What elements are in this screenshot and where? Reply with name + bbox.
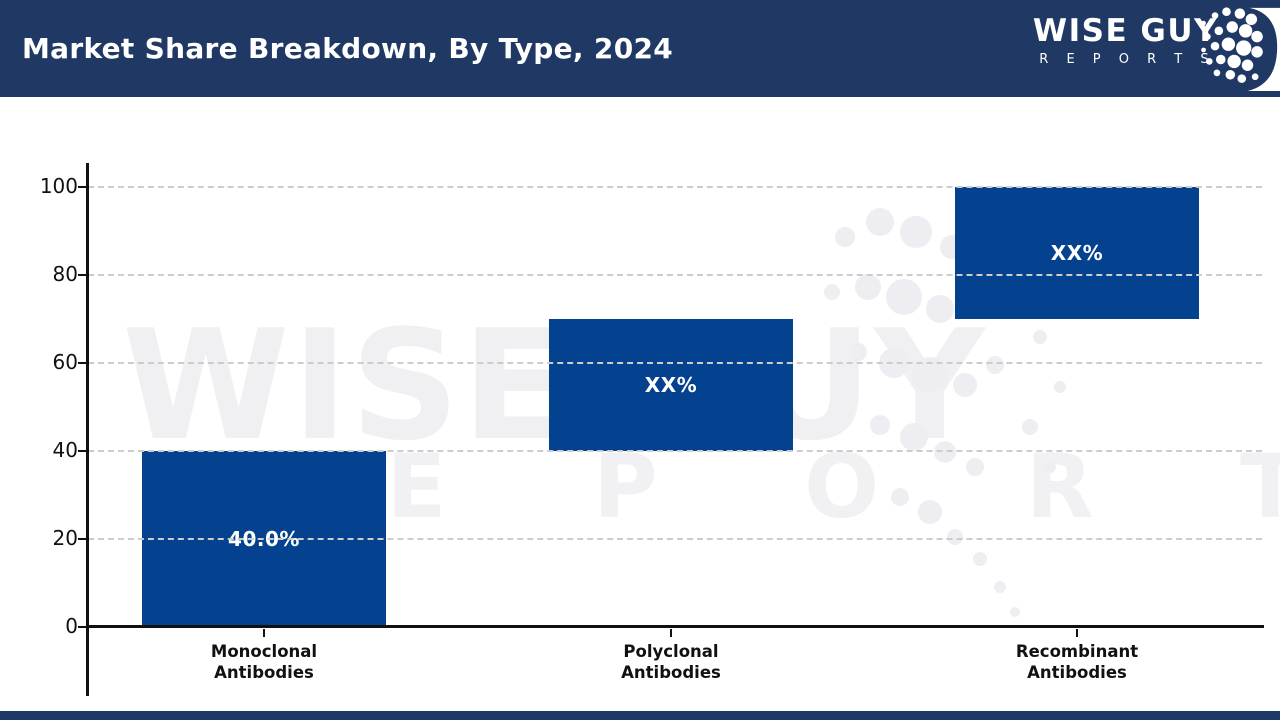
- y-tick-label: 40: [52, 437, 78, 462]
- category-label-line: Monoclonal: [210, 642, 318, 661]
- bar-recombinant: XX%: [955, 186, 1199, 319]
- chart-title: Market Share Breakdown, By Type, 2024: [22, 32, 674, 65]
- y-tick-label: 60: [52, 349, 78, 374]
- category-label-line: Antibodies: [214, 663, 314, 682]
- y-tick-mark: [78, 626, 86, 628]
- bar-value-label: XX%: [1050, 240, 1104, 265]
- y-tick-mark: [78, 185, 86, 188]
- y-tick-label: 80: [52, 261, 78, 286]
- x-tick-mark: [670, 629, 672, 637]
- category-label-line: Recombinant: [1015, 642, 1139, 661]
- footer-bar: [0, 711, 1280, 720]
- gridline: [88, 361, 1262, 364]
- category-label: Recombinant Antibodies: [947, 641, 1207, 683]
- gridline: [88, 449, 1262, 452]
- wiseguy-logo: WISE GUY R E P O R T S: [1032, 13, 1218, 67]
- category-label-line: Polyclonal: [623, 642, 719, 661]
- logo-text-reports: R E P O R T S: [1039, 52, 1216, 67]
- category-label-line: Antibodies: [1027, 663, 1127, 682]
- bar-value-label: XX%: [644, 372, 698, 397]
- x-tick-mark: [1076, 629, 1078, 637]
- bar-polyclonal: XX%: [549, 318, 793, 451]
- y-axis-line: [86, 163, 89, 696]
- y-tick-mark: [78, 449, 86, 452]
- y-tick-label: 20: [52, 525, 78, 550]
- gridline: [88, 273, 1262, 276]
- header-bar: Market Share Breakdown, By Type, 2024 WI…: [0, 0, 1280, 97]
- y-tick-label: 0: [65, 614, 78, 638]
- y-tick-mark: [78, 537, 86, 540]
- category-label: Polyclonal Antibodies: [541, 641, 801, 683]
- y-tick-mark: [78, 361, 86, 364]
- x-axis-line: [86, 625, 1264, 628]
- gridline: [88, 537, 1262, 540]
- gridline: [88, 185, 1262, 188]
- y-tick-label: 100: [39, 173, 78, 198]
- category-label: Monoclonal Antibodies: [134, 641, 394, 683]
- logo-text-wiseguy: WISE GUY: [1032, 13, 1218, 49]
- chart-area: WISE GUY R E P O R T S 02040608010040.0%…: [0, 97, 1280, 711]
- x-tick-mark: [263, 629, 265, 637]
- category-label-line: Antibodies: [621, 663, 721, 682]
- y-tick-mark: [78, 273, 86, 276]
- logo-head-icon: [1201, 7, 1280, 92]
